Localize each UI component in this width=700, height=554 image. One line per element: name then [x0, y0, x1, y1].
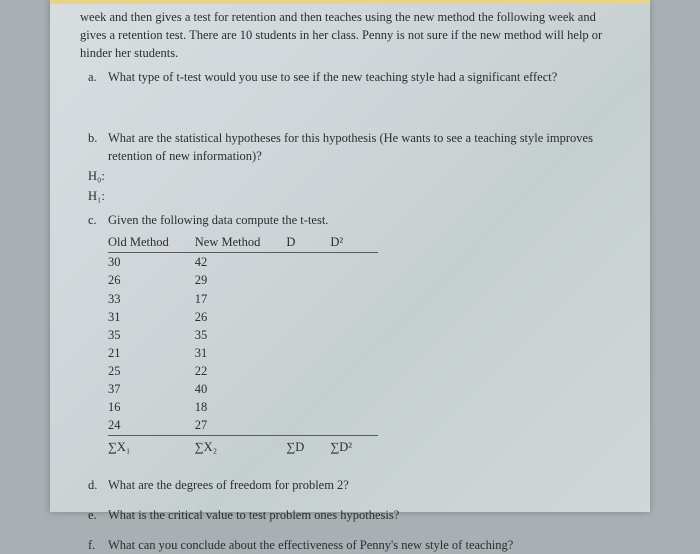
- question-b-letter: b.: [88, 129, 97, 147]
- table-header-row: Old Method New Method D D²: [108, 233, 378, 253]
- table-sum-cell: ∑X₁: [108, 435, 195, 456]
- table-cell: [330, 362, 378, 380]
- top-strip: [50, 0, 650, 4]
- table-cell: 30: [108, 253, 195, 272]
- table-cell: 35: [195, 326, 287, 344]
- table-row: 2131: [108, 344, 378, 362]
- table-cell: 17: [195, 290, 287, 308]
- h0-label: H₀:: [80, 167, 620, 185]
- question-f-text: What can you conclude about the effectiv…: [108, 538, 513, 552]
- table-cell: [286, 290, 330, 308]
- table-cell: 40: [195, 380, 287, 398]
- table-cell: [286, 380, 330, 398]
- table-row: 3535: [108, 326, 378, 344]
- col-d-squared: D²: [330, 233, 378, 253]
- table-cell: 37: [108, 380, 195, 398]
- col-new-method: New Method: [195, 233, 287, 253]
- table-cell: 29: [195, 271, 287, 289]
- question-c-letter: c.: [88, 211, 97, 229]
- table-cell: [330, 326, 378, 344]
- table-sum-row: ∑X₁∑X₂∑D∑D²: [108, 435, 378, 456]
- question-b: b. What are the statistical hypotheses f…: [80, 129, 620, 165]
- question-d-letter: d.: [88, 476, 97, 494]
- table-row: 2427: [108, 416, 378, 435]
- table-cell: [330, 416, 378, 435]
- table-cell: 31: [195, 344, 287, 362]
- table-sum-cell: ∑X₂: [195, 435, 287, 456]
- h1-label: H₁:: [80, 187, 620, 205]
- table-row: 3317: [108, 290, 378, 308]
- table-row: 3126: [108, 308, 378, 326]
- table-cell: 25: [108, 362, 195, 380]
- question-f: f. What can you conclude about the effec…: [80, 536, 620, 554]
- table-cell: 27: [195, 416, 287, 435]
- question-c-text: Given the following data compute the t-t…: [108, 213, 328, 227]
- table-row: 3740: [108, 380, 378, 398]
- question-e-text: What is the critical value to test probl…: [108, 508, 399, 522]
- question-d-text: What are the degrees of freedom for prob…: [108, 478, 349, 492]
- col-d: D: [286, 233, 330, 253]
- table-cell: [330, 290, 378, 308]
- question-e-letter: e.: [88, 506, 97, 524]
- table-cell: [330, 344, 378, 362]
- data-table: Old Method New Method D D² 3042262933173…: [108, 233, 378, 456]
- question-a-letter: a.: [88, 68, 97, 86]
- table-cell: [286, 271, 330, 289]
- table-cell: 26: [108, 271, 195, 289]
- table-row: 1618: [108, 398, 378, 416]
- table-cell: [330, 271, 378, 289]
- table-cell: [286, 253, 330, 272]
- table-cell: 24: [108, 416, 195, 435]
- table-cell: 26: [195, 308, 287, 326]
- table-sum-cell: ∑D²: [330, 435, 378, 456]
- table-sum-cell: ∑D: [286, 435, 330, 456]
- question-a: a. What type of t-test would you use to …: [80, 68, 620, 86]
- table-cell: [286, 416, 330, 435]
- table-cell: 35: [108, 326, 195, 344]
- table-cell: [286, 362, 330, 380]
- table-cell: 31: [108, 308, 195, 326]
- table-cell: [286, 344, 330, 362]
- table-cell: 33: [108, 290, 195, 308]
- table-cell: [286, 308, 330, 326]
- table-cell: [286, 326, 330, 344]
- question-c: c. Given the following data compute the …: [80, 211, 620, 229]
- col-old-method: Old Method: [108, 233, 195, 253]
- table-cell: [330, 380, 378, 398]
- document-page: week and then gives a test for retention…: [50, 0, 650, 512]
- table-cell: [330, 398, 378, 416]
- table-cell: [330, 308, 378, 326]
- table-row: 3042: [108, 253, 378, 272]
- question-f-letter: f.: [88, 536, 95, 554]
- table-cell: 18: [195, 398, 287, 416]
- question-d: d. What are the degrees of freedom for p…: [80, 476, 620, 494]
- table-row: 2522: [108, 362, 378, 380]
- table-cell: 22: [195, 362, 287, 380]
- intro-paragraph: week and then gives a test for retention…: [80, 8, 620, 62]
- table-cell: [330, 253, 378, 272]
- table-cell: 16: [108, 398, 195, 416]
- question-b-text: What are the statistical hypotheses for …: [108, 131, 593, 163]
- table-row: 2629: [108, 271, 378, 289]
- table-cell: [286, 398, 330, 416]
- table-cell: 42: [195, 253, 287, 272]
- question-e: e. What is the critical value to test pr…: [80, 506, 620, 524]
- question-a-text: What type of t-test would you use to see…: [108, 70, 557, 84]
- table-cell: 21: [108, 344, 195, 362]
